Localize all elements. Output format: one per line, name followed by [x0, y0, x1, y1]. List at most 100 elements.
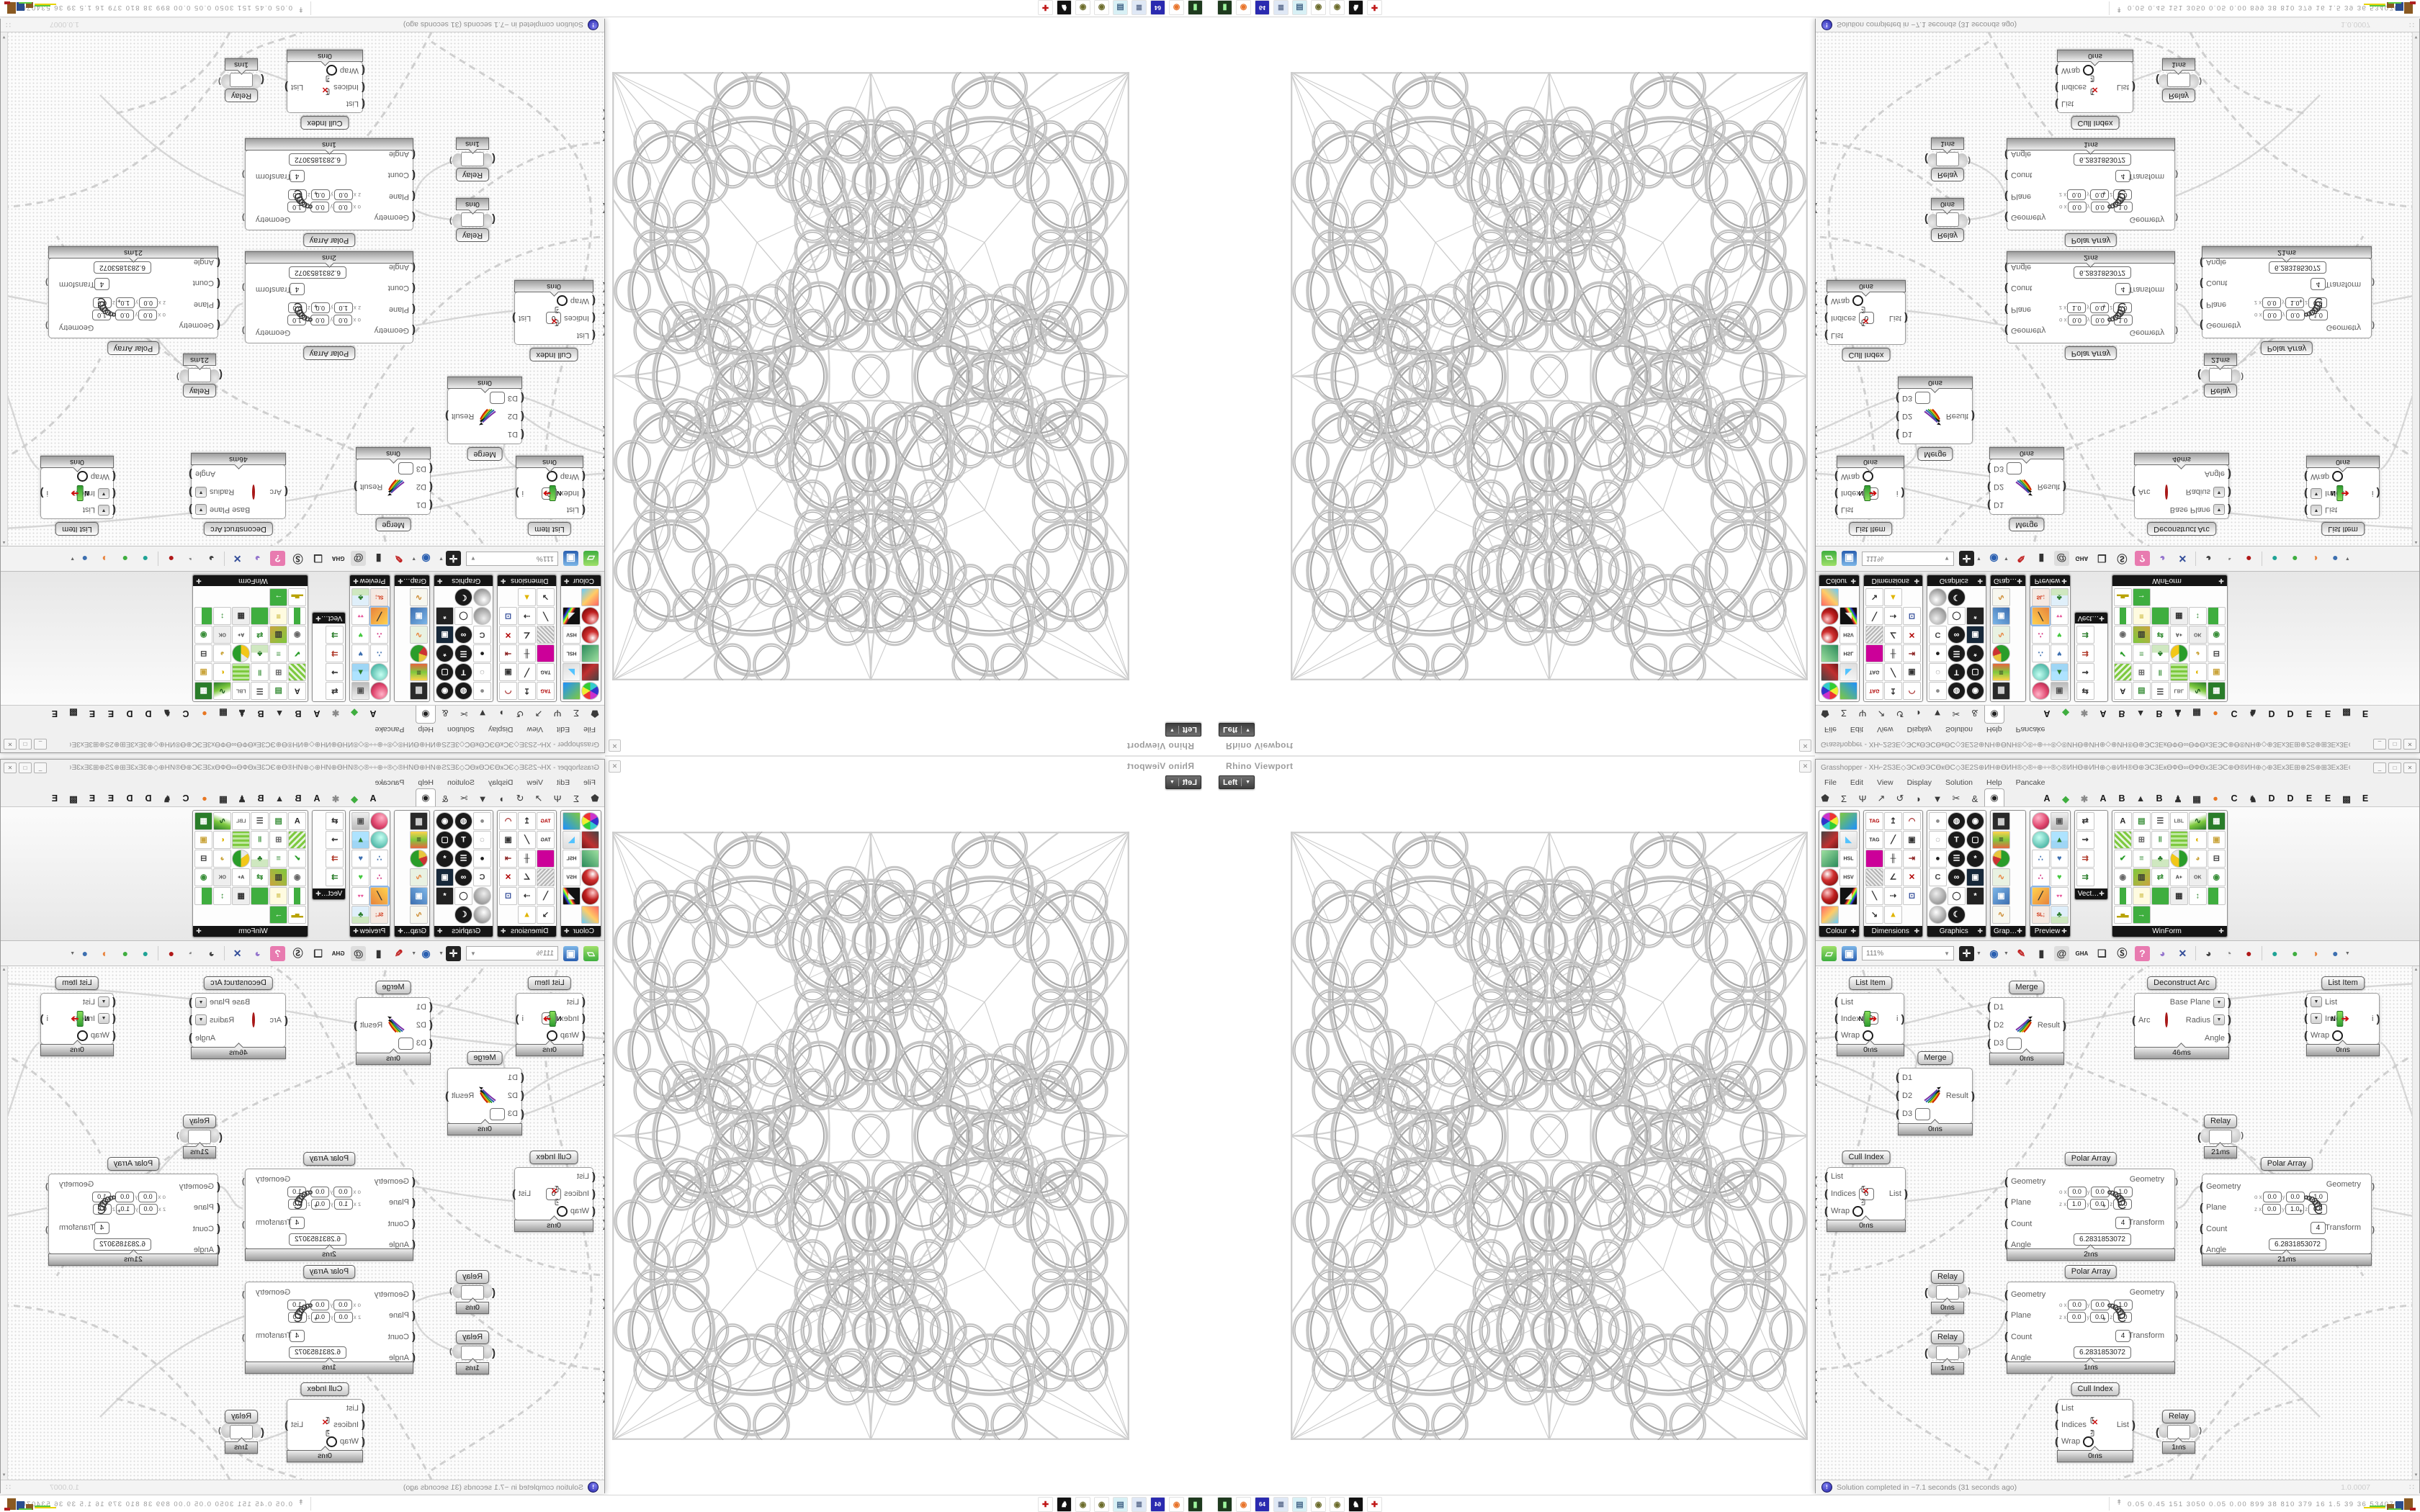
node-circle-icon[interactable]: ◯: [1948, 887, 1966, 905]
colour-cube-icon[interactable]: [581, 663, 599, 681]
tab-plugin-8[interactable]: ▦: [2192, 793, 2201, 804]
preview-eye-icon[interactable]: ◉: [421, 553, 431, 565]
node-body[interactable]: (List(Indices(Wrap List) 1 2 ✕: [284, 1399, 365, 1451]
output-port[interactable]: ): [2175, 1290, 2178, 1299]
burst-badge-icon[interactable]: *: [436, 644, 454, 662]
input-port[interactable]: (: [362, 1418, 365, 1431]
hsv-icon[interactable]: HSV: [1839, 868, 1857, 886]
swatch-icon[interactable]: [1821, 588, 1839, 606]
wolf-icon[interactable]: ♞: [1348, 1497, 1363, 1512]
output-port[interactable]: ): [449, 217, 452, 225]
output-port[interactable]: ): [354, 1019, 357, 1032]
list-badge-icon[interactable]: ☰: [454, 644, 472, 662]
pen-line-icon[interactable]: ╱: [518, 831, 536, 849]
label-tag-icon[interactable]: LBL: [232, 682, 251, 700]
node-body[interactable]: (▼ List(▼ Index(Wrap i) N ➔: [2304, 993, 2380, 1045]
teal-ball-icon[interactable]: [370, 831, 389, 849]
menu-item-view[interactable]: View: [1877, 725, 1894, 734]
archiver-64-icon[interactable]: 64: [1150, 0, 1165, 15]
input-port[interactable]: (: [1824, 329, 1828, 342]
angle-value-box[interactable]: 6.2831853072: [2074, 1346, 2131, 1359]
ribbon-panel-name[interactable]: Graphics ✚: [1927, 926, 1986, 937]
person-pie-icon[interactable]: ◕: [2188, 850, 2207, 868]
cluster-icon[interactable]: ▮: [375, 947, 382, 959]
input-port[interactable]: (: [582, 503, 586, 516]
chevron-down-icon[interactable]: ▼: [2344, 950, 2350, 956]
edge-port[interactable]: (: [1816, 303, 1817, 315]
close-button[interactable]: ✕: [2403, 762, 2416, 773]
toggle-circle[interactable]: [546, 471, 557, 482]
toggle-circle[interactable]: [546, 1030, 557, 1041]
pie-icon[interactable]: [2169, 850, 2188, 868]
calculator-icon[interactable]: ▦: [2169, 887, 2188, 905]
angle-value-box[interactable]: 6.2831853072: [2269, 261, 2326, 274]
node-title[interactable]: Deconstruct Arc: [2147, 976, 2216, 990]
green-knob-icon[interactable]: ◉: [2207, 868, 2226, 886]
graph-panel-icon[interactable]: ∿: [410, 868, 428, 886]
toggle-circle[interactable]: [2332, 471, 2344, 482]
output-port[interactable]: ): [2175, 213, 2178, 222]
green-heart-icon[interactable]: ♥: [2050, 626, 2069, 644]
scroll-up-arrow[interactable]: ▲: [1, 968, 6, 972]
textlines-icon[interactable]: ☰: [2151, 682, 2169, 700]
wire[interactable]: [1961, 1315, 2007, 1354]
tab-plugin-15[interactable]: E: [2324, 708, 2331, 719]
tab-plugin-8[interactable]: ▦: [219, 708, 228, 719]
hsv-icon[interactable]: HSV: [563, 626, 581, 644]
green-ball-icon[interactable]: ●: [122, 553, 128, 564]
tab-vector[interactable]: ↗: [1877, 708, 1886, 719]
scroll-up-arrow[interactable]: ▲: [2414, 540, 2419, 544]
tab-params[interactable]: ⬟: [1821, 708, 1829, 719]
wire[interactable]: [219, 302, 243, 327]
medal-icon[interactable]: ◉: [1094, 0, 1109, 15]
node-body[interactable]: (Geometry(Plane(Count(Angle o x 0.0 y 0.0 z 1.…: [2200, 1174, 2375, 1255]
compare-icon[interactable]: ⇄: [2076, 812, 2094, 830]
node-body[interactable]: (▼ List(▼ Index(Wrap i) N ➔: [40, 993, 116, 1045]
colour-triangle-icon[interactable]: ◣: [563, 663, 581, 681]
pie-icon[interactable]: [232, 644, 251, 662]
graph-panel-icon[interactable]: ∿: [1992, 868, 2010, 886]
angle-value-box[interactable]: 6.2831853072: [2269, 1238, 2326, 1251]
input-port[interactable]: (: [429, 480, 433, 493]
floppy-burst-icon[interactable]: *: [1966, 887, 1984, 905]
vslider-icon[interactable]: ↕: [213, 607, 232, 625]
ghost-wire[interactable]: [1816, 141, 1960, 209]
sl-icon[interactable]: SL;: [370, 906, 389, 924]
gha-icon[interactable]: GHA: [331, 950, 345, 957]
tab-plugin-12[interactable]: D: [145, 793, 152, 804]
node-title[interactable]: List Item: [1849, 976, 1892, 990]
input-port[interactable]: (: [2004, 211, 2008, 224]
trees-icon[interactable]: ♣: [2151, 850, 2169, 868]
ghost-wire[interactable]: [460, 141, 604, 209]
teal-ball-icon[interactable]: [370, 663, 389, 681]
red-gem-icon[interactable]: ●: [168, 948, 174, 959]
tab-plugin-5[interactable]: ▲: [274, 708, 284, 719]
landscape-icon[interactable]: ▲: [351, 663, 370, 681]
magenta-swatch-icon[interactable]: [537, 850, 555, 868]
gpu-monitor-icon[interactable]: ▮: [1217, 1497, 1232, 1512]
output-port[interactable]: ): [242, 1220, 245, 1229]
red-arrows-icon[interactable]: ⇉: [2076, 850, 2094, 868]
output-port[interactable]: ): [2372, 1182, 2375, 1191]
input-port[interactable]: (: [1834, 1029, 1838, 1042]
select-rect-icon[interactable]: ⊡: [499, 607, 517, 625]
prism-icon[interactable]: ◢: [1839, 607, 1857, 625]
green-list-icon[interactable]: ≡: [269, 644, 288, 662]
u-badge-icon[interactable]: ◍: [454, 812, 472, 830]
hearts-pair-icon[interactable]: ♥♥: [351, 887, 370, 905]
value-box[interactable]: [2007, 1037, 2022, 1050]
donut-chart-icon[interactable]: [410, 644, 428, 662]
relay-body[interactable]: [2209, 368, 2232, 382]
plane-value-box[interactable]: 0.0: [2090, 1187, 2110, 1197]
panel-expand-icon[interactable]: ✚: [196, 577, 202, 585]
ghost-wire[interactable]: [1816, 966, 2161, 1277]
input-port[interactable]: (: [217, 1180, 220, 1193]
square-badge-icon[interactable]: ▢: [1966, 663, 1984, 681]
ghost-wire[interactable]: [431, 966, 593, 1472]
menu-item-display[interactable]: Display: [1906, 778, 1932, 787]
sketch-pen-icon[interactable]: ✎: [2017, 947, 2026, 959]
input-port[interactable]: (: [2055, 1435, 2058, 1448]
blue-ball-icon[interactable]: ●: [81, 553, 88, 564]
tree-photo-icon[interactable]: ♣: [2050, 588, 2069, 606]
